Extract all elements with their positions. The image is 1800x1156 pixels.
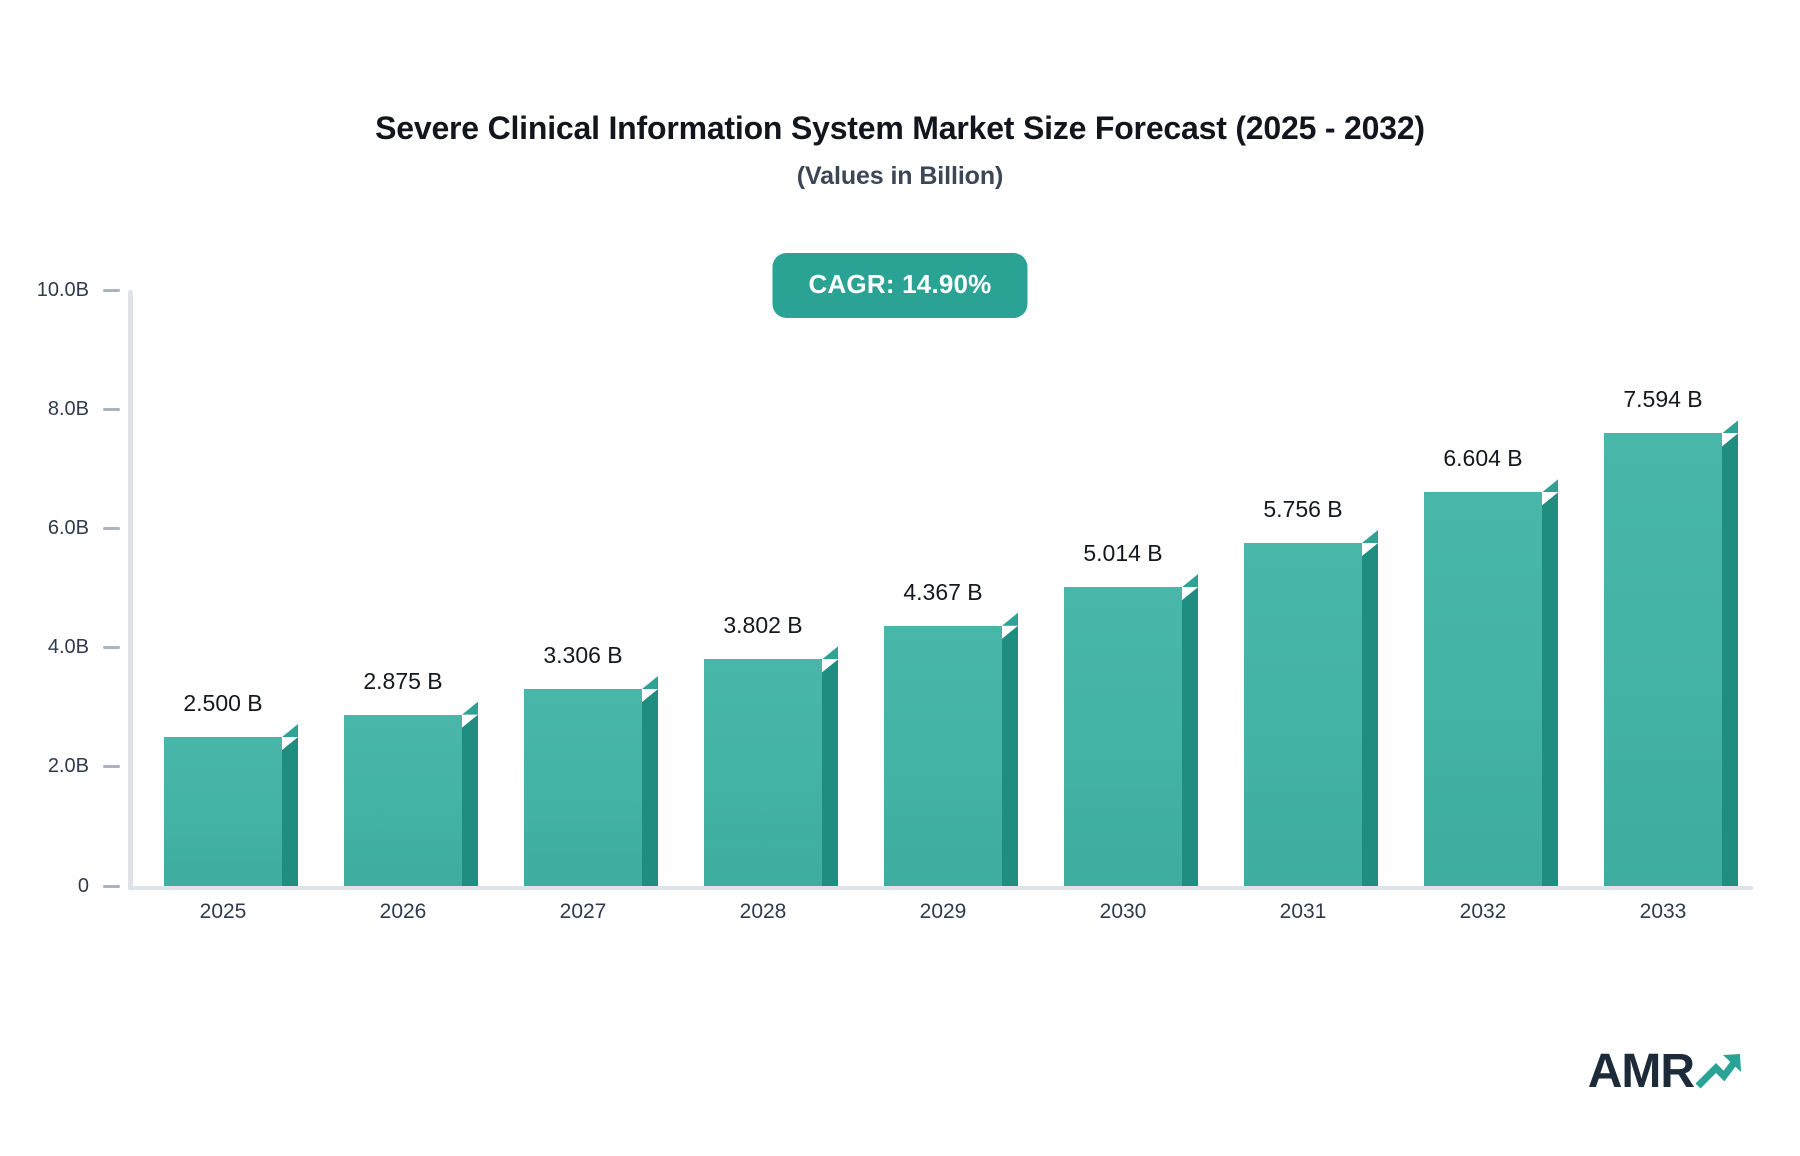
bar-2032[interactable]: 6.604 B bbox=[1424, 445, 1558, 886]
bar-front-face bbox=[344, 714, 462, 886]
bar-2025[interactable]: 2.500 B bbox=[164, 690, 298, 886]
x-axis-label-2027: 2027 bbox=[559, 900, 607, 923]
bar-top-face bbox=[642, 675, 658, 689]
page-title: Severe Clinical Information System Marke… bbox=[375, 110, 1425, 146]
cagr-badge: CAGR: 14.90% bbox=[772, 253, 1028, 318]
bar-top-face bbox=[822, 646, 838, 660]
bar-side-face bbox=[1182, 587, 1198, 886]
chart-header: Severe Clinical Information System Marke… bbox=[0, 108, 1800, 191]
y-axis-tick-dash bbox=[103, 884, 120, 888]
y-axis-tick-label: 4.0B bbox=[47, 636, 89, 659]
bar-front-face bbox=[884, 625, 1002, 886]
bar-slot: 5.756 B bbox=[1213, 290, 1393, 886]
bar-slot: 3.306 B bbox=[493, 290, 673, 886]
x-axis-label-2025: 2025 bbox=[199, 900, 247, 923]
bar-value-label: 7.594 B bbox=[1623, 386, 1703, 413]
y-axis-tick-dash bbox=[103, 526, 120, 530]
bar-front-face bbox=[1604, 433, 1722, 886]
y-axis-tick: 2.0B bbox=[0, 755, 120, 778]
y-axis-tick: 4.0B bbox=[0, 636, 120, 659]
bar-side-face bbox=[1002, 625, 1018, 886]
bar-front-face bbox=[1424, 492, 1542, 886]
bar-top-face bbox=[1722, 420, 1738, 434]
y-axis-tick: 10.0B bbox=[0, 279, 120, 301]
bar-side-face bbox=[1362, 542, 1378, 886]
bar-top-face bbox=[282, 724, 298, 737]
x-axis-label-2030: 2030 bbox=[1099, 900, 1147, 923]
y-axis-tick-label: 2.0B bbox=[47, 755, 89, 778]
x-axis-label-2031: 2031 bbox=[1279, 900, 1327, 923]
y-axis-tick: 0 bbox=[0, 875, 120, 897]
bar-2029[interactable]: 4.367 B bbox=[884, 579, 1018, 886]
bar-slot: 4.367 B bbox=[853, 290, 1033, 886]
growth-arrow-icon bbox=[1696, 1054, 1741, 1089]
bar-value-label: 2.875 B bbox=[363, 667, 443, 694]
bar-side-face bbox=[462, 714, 478, 886]
bar-2026[interactable]: 2.875 B bbox=[344, 668, 478, 886]
bar-slot: 2.875 B bbox=[313, 290, 493, 886]
bar-slot: 5.014 B bbox=[1033, 290, 1213, 886]
bar-value-label: 4.367 B bbox=[903, 578, 983, 605]
bar-top-face bbox=[1542, 479, 1558, 493]
bar-series: 2.500 B 2.875 B 3.306 B 3.802 B 4.367 B 5.014… bbox=[133, 290, 1753, 886]
y-axis-tick-label: 10.0B bbox=[36, 278, 89, 301]
chart-subtitle: (Values in Billion) bbox=[796, 162, 1004, 190]
bar-slot: 6.604 B bbox=[1393, 290, 1573, 886]
x-axis-label-2028: 2028 bbox=[739, 900, 787, 923]
x-axis-label-2026: 2026 bbox=[379, 900, 427, 923]
bar-front-face bbox=[524, 688, 642, 886]
bar-side-face bbox=[642, 688, 658, 886]
x-axis-label-2032: 2032 bbox=[1459, 900, 1507, 923]
logo-text: AMR bbox=[1587, 1045, 1695, 1098]
bar-top-face bbox=[462, 701, 478, 715]
bar-slot: 3.802 B bbox=[673, 290, 853, 886]
bar-side-face bbox=[1722, 433, 1738, 886]
y-axis-tick-dash bbox=[103, 407, 120, 411]
y-axis-line bbox=[128, 290, 133, 890]
plot-area: 0 2.0B 4.0B 6.0B 8.0B 10.0B 2.500 B 2.875 B 3.3… bbox=[37, 279, 1753, 897]
y-axis-tick-label: 0 bbox=[77, 874, 89, 897]
bar-value-label: 3.802 B bbox=[723, 612, 803, 639]
x-axis-labels: 2025 2026 2027 2028 2029 2030 2031 2032 2033 bbox=[133, 900, 1753, 924]
bar-value-label: 5.014 B bbox=[1083, 540, 1163, 567]
bar-slot: 7.594 B bbox=[1573, 290, 1753, 886]
x-axis-label-2033: 2033 bbox=[1639, 900, 1687, 923]
amr-logo: AMR bbox=[1588, 1048, 1742, 1096]
bar-front-face bbox=[704, 659, 822, 886]
bar-top-face bbox=[1182, 574, 1198, 588]
y-axis-tick-label: 6.0B bbox=[47, 516, 89, 539]
bar-2027[interactable]: 3.306 B bbox=[524, 642, 658, 886]
bar-2033[interactable]: 7.594 B bbox=[1604, 386, 1738, 886]
bar-front-face bbox=[1244, 542, 1362, 886]
bar-side-face bbox=[822, 659, 838, 886]
bar-2031[interactable]: 5.756 B bbox=[1244, 496, 1378, 886]
bar-front-face bbox=[164, 737, 282, 886]
bar-value-label: 6.604 B bbox=[1443, 445, 1523, 472]
bar-slot: 2.500 B bbox=[133, 290, 313, 886]
bar-2030[interactable]: 5.014 B bbox=[1064, 540, 1198, 886]
bar-2028[interactable]: 3.802 B bbox=[704, 612, 838, 886]
bar-side-face bbox=[282, 737, 298, 886]
y-axis-tick-dash bbox=[103, 288, 120, 292]
bar-value-label: 5.756 B bbox=[1263, 495, 1343, 522]
y-axis-tick-label: 8.0B bbox=[47, 397, 89, 420]
bar-front-face bbox=[1064, 587, 1182, 886]
y-axis-tick: 8.0B bbox=[0, 398, 120, 420]
bar-side-face bbox=[1542, 492, 1558, 886]
bar-top-face bbox=[1362, 529, 1378, 543]
y-axis-tick-dash bbox=[103, 765, 120, 769]
y-axis-tick-dash bbox=[103, 646, 120, 650]
bar-value-label: 3.306 B bbox=[543, 641, 623, 668]
y-axis-tick: 6.0B bbox=[0, 517, 120, 539]
bar-value-label: 2.500 B bbox=[183, 690, 263, 716]
bar-top-face bbox=[1002, 612, 1018, 626]
x-axis-line bbox=[128, 886, 1753, 890]
x-axis-label-2029: 2029 bbox=[919, 900, 967, 923]
